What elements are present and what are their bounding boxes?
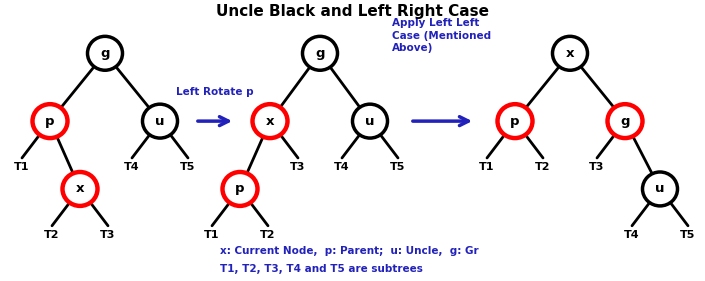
Circle shape xyxy=(642,172,678,206)
Text: g: g xyxy=(100,47,110,60)
Text: g: g xyxy=(620,115,630,128)
Text: T1: T1 xyxy=(204,230,220,240)
Text: T3: T3 xyxy=(290,162,306,172)
Text: Left Rotate p: Left Rotate p xyxy=(176,87,254,97)
Text: T3: T3 xyxy=(100,230,116,240)
Text: u: u xyxy=(655,182,665,196)
Circle shape xyxy=(608,104,642,138)
Text: p: p xyxy=(235,182,245,196)
Text: T3: T3 xyxy=(589,162,605,172)
Text: T2: T2 xyxy=(260,230,276,240)
Circle shape xyxy=(302,36,338,70)
Circle shape xyxy=(498,104,532,138)
Circle shape xyxy=(553,36,587,70)
Text: T1: T1 xyxy=(479,162,495,172)
Circle shape xyxy=(32,104,68,138)
Text: T4: T4 xyxy=(334,162,350,172)
Text: p: p xyxy=(510,115,520,128)
Text: T2: T2 xyxy=(535,162,551,172)
Text: Uncle Black and Left Right Case: Uncle Black and Left Right Case xyxy=(216,4,489,19)
Text: Apply Left Left
Case (Mentioned
Above): Apply Left Left Case (Mentioned Above) xyxy=(393,19,491,53)
Text: T1, T2, T3, T4 and T5 are subtrees: T1, T2, T3, T4 and T5 are subtrees xyxy=(220,264,423,274)
Text: p: p xyxy=(45,115,55,128)
Text: T2: T2 xyxy=(44,230,60,240)
Circle shape xyxy=(252,104,288,138)
Text: T4: T4 xyxy=(124,162,140,172)
Text: T1: T1 xyxy=(14,162,30,172)
Text: u: u xyxy=(155,115,165,128)
Text: T5: T5 xyxy=(180,162,196,172)
Text: g: g xyxy=(315,47,325,60)
Text: T5: T5 xyxy=(391,162,405,172)
Text: x: Current Node,  p: Parent;  u: Uncle,  g: Gr: x: Current Node, p: Parent; u: Uncle, g:… xyxy=(220,246,479,256)
Text: T4: T4 xyxy=(624,230,640,240)
Text: x: x xyxy=(565,47,575,60)
Text: x: x xyxy=(266,115,274,128)
Circle shape xyxy=(142,104,178,138)
Circle shape xyxy=(63,172,97,206)
Circle shape xyxy=(352,104,388,138)
Circle shape xyxy=(223,172,257,206)
Text: x: x xyxy=(75,182,85,196)
Text: T5: T5 xyxy=(680,230,696,240)
Text: u: u xyxy=(365,115,375,128)
Circle shape xyxy=(87,36,123,70)
